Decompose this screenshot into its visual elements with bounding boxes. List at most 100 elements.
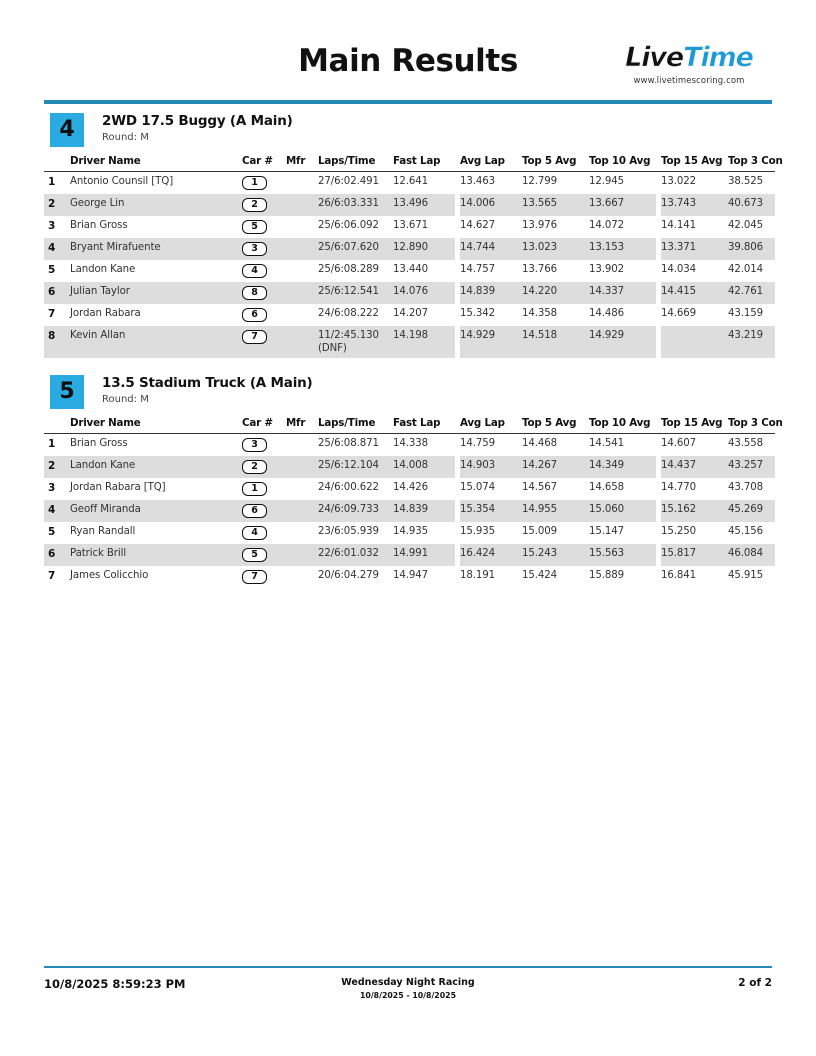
- table-row: 4 Geoff Miranda 6 24/6:09.733 14.839 15.354 14…: [44, 500, 775, 522]
- row-manufacturer: [286, 238, 318, 260]
- row-position: 1: [44, 433, 70, 456]
- column-header-laps-time: Laps/Time: [318, 417, 376, 429]
- row-car-number: 5: [242, 544, 286, 566]
- row-manufacturer: [286, 282, 318, 304]
- column-header-car: Car #: [242, 417, 273, 429]
- row-car-number: 4: [242, 522, 286, 544]
- row-top5-avg: 14.468: [522, 433, 589, 456]
- column-header-position: [44, 155, 70, 172]
- car-number-badge: 1: [242, 176, 267, 190]
- row-avg-lap: 14.627: [460, 216, 522, 238]
- column-header-driver-name: Driver Name: [70, 155, 141, 167]
- row-top5-avg: 14.567: [522, 478, 589, 500]
- row-driver-name: Bryant Mirafuente: [70, 238, 242, 260]
- row-driver-name: Antonio Counsil [TQ]: [70, 171, 242, 194]
- row-car-number: 2: [242, 456, 286, 478]
- row-fast-lap: 12.890: [393, 238, 455, 260]
- row-top5-avg: 12.799: [522, 171, 589, 194]
- row-avg-lap: 16.424: [460, 544, 522, 566]
- row-fast-lap: 14.935: [393, 522, 455, 544]
- row-car-number: 3: [242, 238, 286, 260]
- results-table: Driver Name Car # Mfr Laps/Time Fast Lap Avg …: [44, 417, 783, 588]
- row-fast-lap: 14.426: [393, 478, 455, 500]
- row-driver-name: Brian Gross: [70, 216, 242, 238]
- row-top5-avg: 15.009: [522, 522, 589, 544]
- row-top15-avg: 13.743: [661, 194, 728, 216]
- row-fast-lap: 14.338: [393, 433, 455, 456]
- row-fast-lap: 14.008: [393, 456, 455, 478]
- row-top15-avg: 14.770: [661, 478, 728, 500]
- row-laps-time: 24/6:00.622: [318, 478, 393, 500]
- column-header-top-5-avg: Top 5 Avg: [522, 155, 577, 167]
- row-manufacturer: [286, 500, 318, 522]
- column-gap: [455, 456, 460, 478]
- row-top15-avg: 13.022: [661, 171, 728, 194]
- row-position: 8: [44, 326, 70, 358]
- table-row: 3 Brian Gross 5 25/6:06.092 13.671 14.627 13.9…: [44, 216, 775, 238]
- row-avg-lap: 14.929: [460, 326, 522, 358]
- row-car-number: 7: [242, 326, 286, 358]
- column-gap: [455, 171, 460, 194]
- row-car-number: 3: [242, 433, 286, 456]
- row-fast-lap: 13.496: [393, 194, 455, 216]
- table-row: 7 Jordan Rabara 6 24/6:08.222 14.207 15.342 14…: [44, 304, 775, 326]
- class-round: Round: M: [102, 132, 149, 143]
- row-driver-name: Kevin Allan: [70, 326, 242, 358]
- row-top3-con: 42.761: [728, 282, 775, 304]
- row-avg-lap: 15.074: [460, 478, 522, 500]
- column-header-position: [44, 417, 70, 434]
- row-driver-name: Ryan Randall: [70, 522, 242, 544]
- car-number-badge: 6: [242, 308, 267, 322]
- column-header-laps-time: Laps/Time: [318, 155, 376, 167]
- row-driver-name: Patrick Brill: [70, 544, 242, 566]
- row-top5-avg: 13.766: [522, 260, 589, 282]
- column-gap: [455, 566, 460, 588]
- row-manufacturer: [286, 304, 318, 326]
- row-top10-avg: 13.667: [589, 194, 656, 216]
- section-header: 5 13.5 Stadium Truck (A Main) Round: M: [44, 375, 775, 417]
- row-position: 2: [44, 456, 70, 478]
- table-row: 1 Antonio Counsil [TQ] 1 27/6:02.491 12.641 1…: [44, 171, 775, 194]
- column-header-top-15-avg: Top 15 Avg: [661, 155, 723, 167]
- class-number-badge: 4: [50, 113, 84, 147]
- car-number-badge: 7: [242, 330, 267, 344]
- row-position: 3: [44, 216, 70, 238]
- row-car-number: 5: [242, 216, 286, 238]
- row-manufacturer: [286, 544, 318, 566]
- row-top3-con: 39.806: [728, 238, 775, 260]
- car-number-badge: 5: [242, 220, 267, 234]
- row-fast-lap: 14.991: [393, 544, 455, 566]
- row-top10-avg: 14.337: [589, 282, 656, 304]
- row-top15-avg: [661, 326, 728, 358]
- column-header-fast-lap: Fast Lap: [393, 417, 441, 429]
- row-manufacturer: [286, 171, 318, 194]
- row-position: 5: [44, 260, 70, 282]
- column-header-mfr: Mfr: [286, 417, 306, 429]
- column-gap: [656, 478, 661, 500]
- row-top3-con: 40.673: [728, 194, 775, 216]
- row-avg-lap: 14.839: [460, 282, 522, 304]
- row-top15-avg: 14.415: [661, 282, 728, 304]
- car-number-badge: 3: [242, 242, 267, 256]
- column-gap: [656, 304, 661, 326]
- row-top10-avg: 14.541: [589, 433, 656, 456]
- row-top3-con: 42.014: [728, 260, 775, 282]
- row-manufacturer: [286, 216, 318, 238]
- row-car-number: 6: [242, 304, 286, 326]
- row-avg-lap: 14.006: [460, 194, 522, 216]
- table-row: 2 Landon Kane 2 25/6:12.104 14.008 14.903 14.2…: [44, 456, 775, 478]
- row-top10-avg: 13.153: [589, 238, 656, 260]
- row-position: 4: [44, 238, 70, 260]
- row-top3-con: 43.708: [728, 478, 775, 500]
- car-number-badge: 5: [242, 548, 267, 562]
- row-driver-name: Landon Kane: [70, 260, 242, 282]
- table-row: 5 Ryan Randall 4 23/6:05.939 14.935 15.935 15.…: [44, 522, 775, 544]
- table-row: 1 Brian Gross 3 25/6:08.871 14.338 14.759 14.4…: [44, 433, 775, 456]
- row-top15-avg: 14.034: [661, 260, 728, 282]
- page-title: Main Results: [298, 43, 518, 79]
- column-gap: [656, 522, 661, 544]
- row-top10-avg: 15.060: [589, 500, 656, 522]
- row-top10-avg: 14.929: [589, 326, 656, 358]
- column-header-top-10-avg: Top 10 Avg: [589, 155, 651, 167]
- row-top15-avg: 15.817: [661, 544, 728, 566]
